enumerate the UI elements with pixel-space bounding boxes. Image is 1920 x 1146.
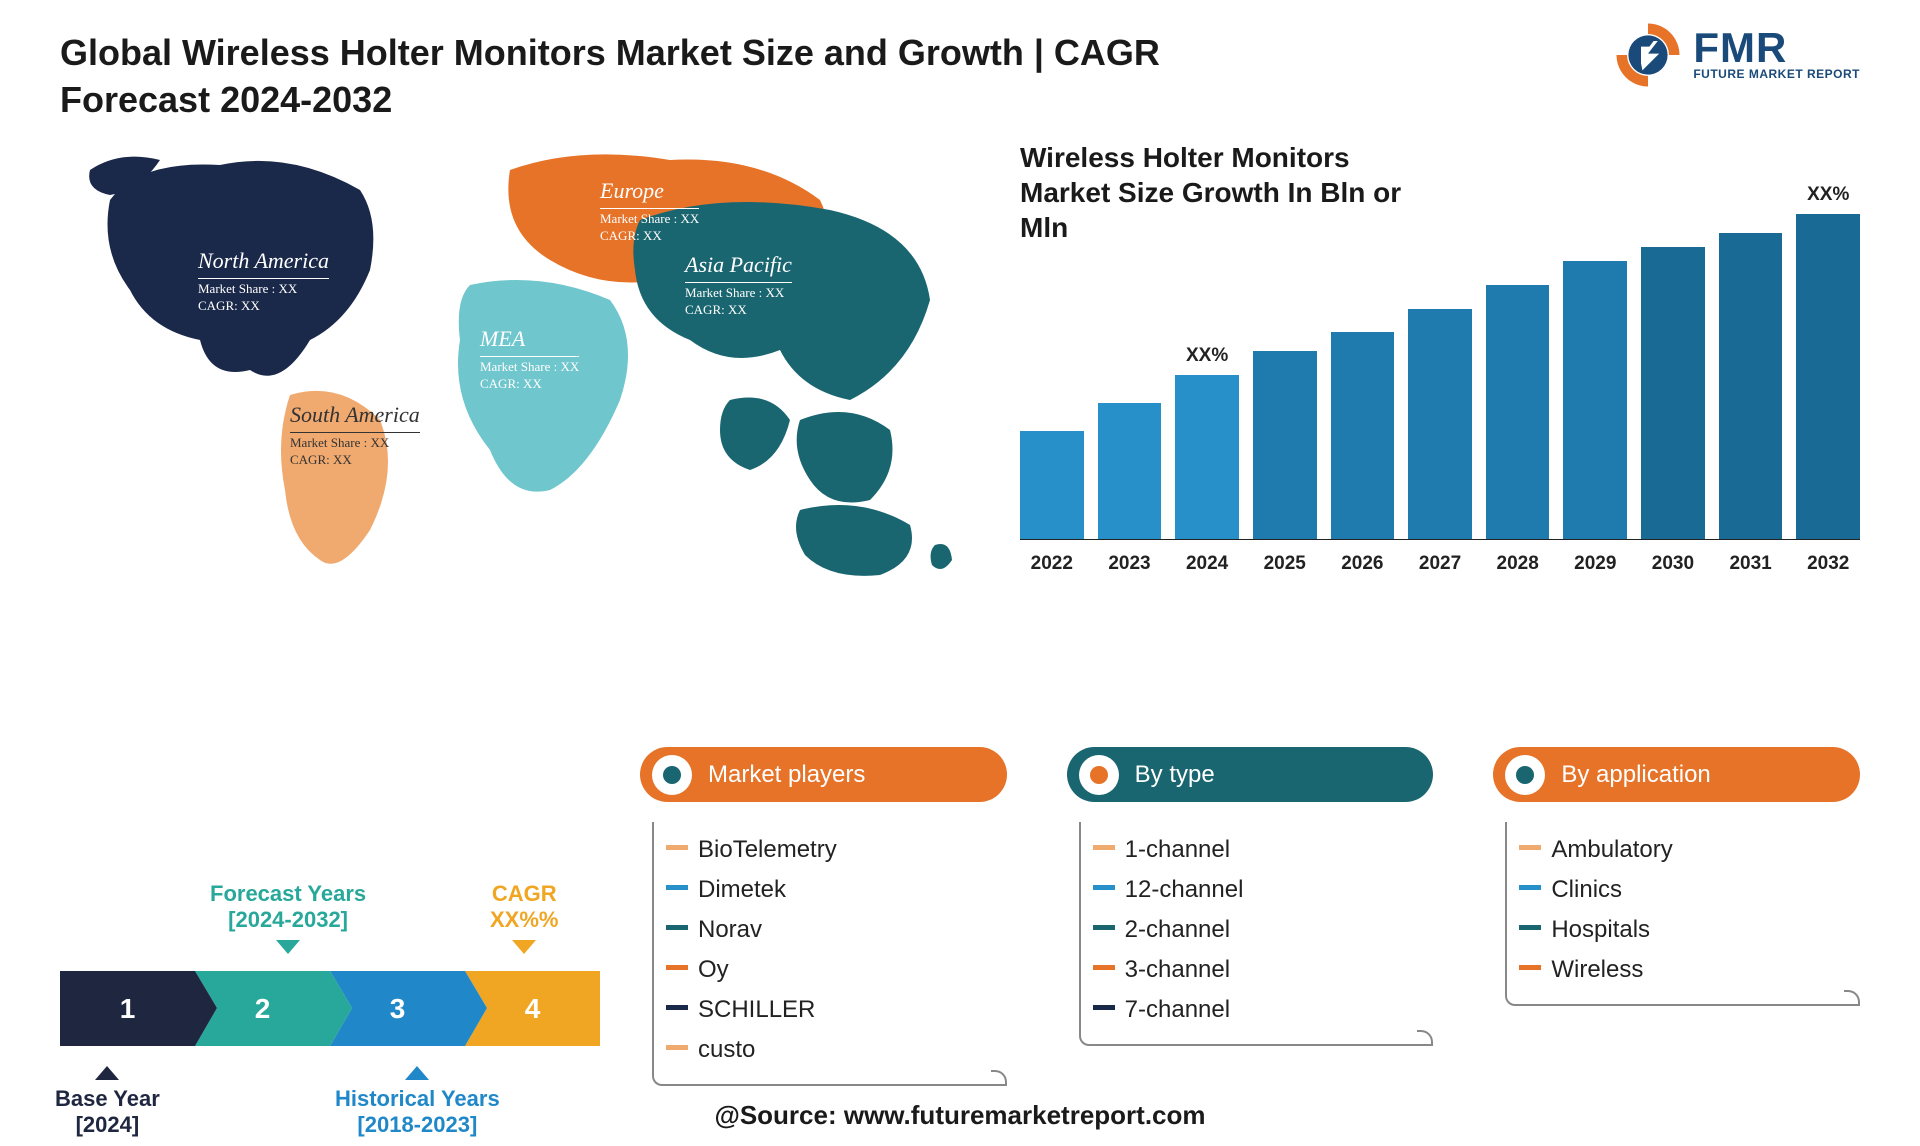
panel-title: Market players [708,761,865,789]
list-item: Norav [676,910,1007,950]
bar-label: 2025 [1253,553,1317,575]
bar-2032: XX%2032 [1796,214,1860,540]
list-item: Ambulatory [1529,830,1860,870]
bar-label: 2024 [1175,553,1239,575]
region-label-mea: MEA Market Share : XXCAGR: XX [480,326,579,393]
region-share: Market Share : XX [600,211,699,228]
bar-2023: 2023 [1098,403,1162,540]
timeline-bar: 1234 [60,971,600,1046]
panel-icon [652,755,692,795]
timeline-callout: CAGRXX%% [490,881,558,954]
list-item: 12-channel [1103,870,1434,910]
list-item: Oy [676,950,1007,990]
list-item: Wireless [1529,950,1860,990]
region-label-europe: Europe Market Share : XXCAGR: XX [600,178,699,245]
region-cagr: CAGR: XX [600,228,699,245]
page-title: Global Wireless Holter Monitors Market S… [60,30,1260,124]
bar-2028: 2028 [1486,285,1550,540]
bar-2022: 2022 [1020,431,1084,540]
region-label-asia-pacific: Asia Pacific Market Share : XXCAGR: XX [685,252,792,319]
bar-label: 2031 [1719,553,1783,575]
world-map: North AmericaMarket Share : XXCAGR: XXSo… [80,140,960,580]
panel-by-application: By application AmbulatoryClinicsHospitals… [1493,747,1860,1086]
bar-label: 2026 [1331,553,1395,575]
list-item: 1-channel [1103,830,1434,870]
region-name: MEA [480,326,579,352]
logo-brand: FMR [1693,29,1860,67]
panel-icon [1505,755,1545,795]
bar-top-label: XX% [1796,184,1860,206]
bar-2030: 2030 [1641,247,1705,540]
panel-icon [1079,755,1119,795]
region-name: South America [290,402,420,428]
region-share: Market Share : XX [685,285,792,302]
bar-label: 2030 [1641,553,1705,575]
list-item: custo [676,1030,1007,1070]
list-item: SCHILLER [676,990,1007,1030]
bar-label: 2029 [1563,553,1627,575]
bar-2024: XX%2024 [1175,375,1239,540]
region-label-south-america: South America Market Share : XXCAGR: XX [290,402,420,469]
region-name: Asia Pacific [685,252,792,278]
logo-subtitle: FUTURE MARKET REPORT [1693,67,1860,81]
list-item: Clinics [1529,870,1860,910]
region-cagr: CAGR: XX [198,298,329,315]
panel-by-type: By type 1-channel12-channel2-channel3-cha… [1067,747,1434,1086]
panel-market-players: Market players BioTelemetryDimetekNoravOy… [640,747,1007,1086]
region-label-north-america: North America Market Share : XXCAGR: XX [198,248,329,315]
bar-2025: 2025 [1253,351,1317,540]
source-text: @Source: www.futuremarketreport.com [0,1100,1920,1131]
panel-title: By application [1561,761,1710,789]
list-item: 7-channel [1103,990,1434,1030]
region-name: Europe [600,178,699,204]
bar-label: 2028 [1486,553,1550,575]
bar-label: 2023 [1098,553,1162,575]
region-name: North America [198,248,329,274]
region-cagr: CAGR: XX [480,376,579,393]
list-item: 2-channel [1103,910,1434,950]
fmr-logo-icon [1613,20,1683,90]
region-cagr: CAGR: XX [290,452,420,469]
timeline-seg-1: 1 [60,971,195,1046]
bar-2027: 2027 [1408,309,1472,540]
bar-chart-baseline [1020,539,1860,540]
timeline: Forecast Years[2024-2032]CAGRXX%%Base Ye… [60,971,600,1046]
bar-label: 2022 [1020,553,1084,575]
region-share: Market Share : XX [290,435,420,452]
logo: FMR FUTURE MARKET REPORT [1613,20,1860,90]
list-item: Hospitals [1529,910,1860,950]
bar-label: 2032 [1796,553,1860,575]
panel-title: By type [1135,761,1215,789]
region-share: Market Share : XX [198,281,329,298]
category-panels: Market players BioTelemetryDimetekNoravOy… [640,747,1860,1086]
list-item: BioTelemetry [676,830,1007,870]
timeline-callout: Forecast Years[2024-2032] [210,881,366,954]
bar-label: 2027 [1408,553,1472,575]
bar-chart: Wireless Holter Monitors Market Size Gro… [1020,140,1860,580]
region-cagr: CAGR: XX [685,302,792,319]
bar-2031: 2031 [1719,233,1783,540]
region-share: Market Share : XX [480,359,579,376]
bar-top-label: XX% [1175,345,1239,367]
bar-2026: 2026 [1331,332,1395,540]
list-item: 3-channel [1103,950,1434,990]
list-item: Dimetek [676,870,1007,910]
bar-2029: 2029 [1563,261,1627,540]
